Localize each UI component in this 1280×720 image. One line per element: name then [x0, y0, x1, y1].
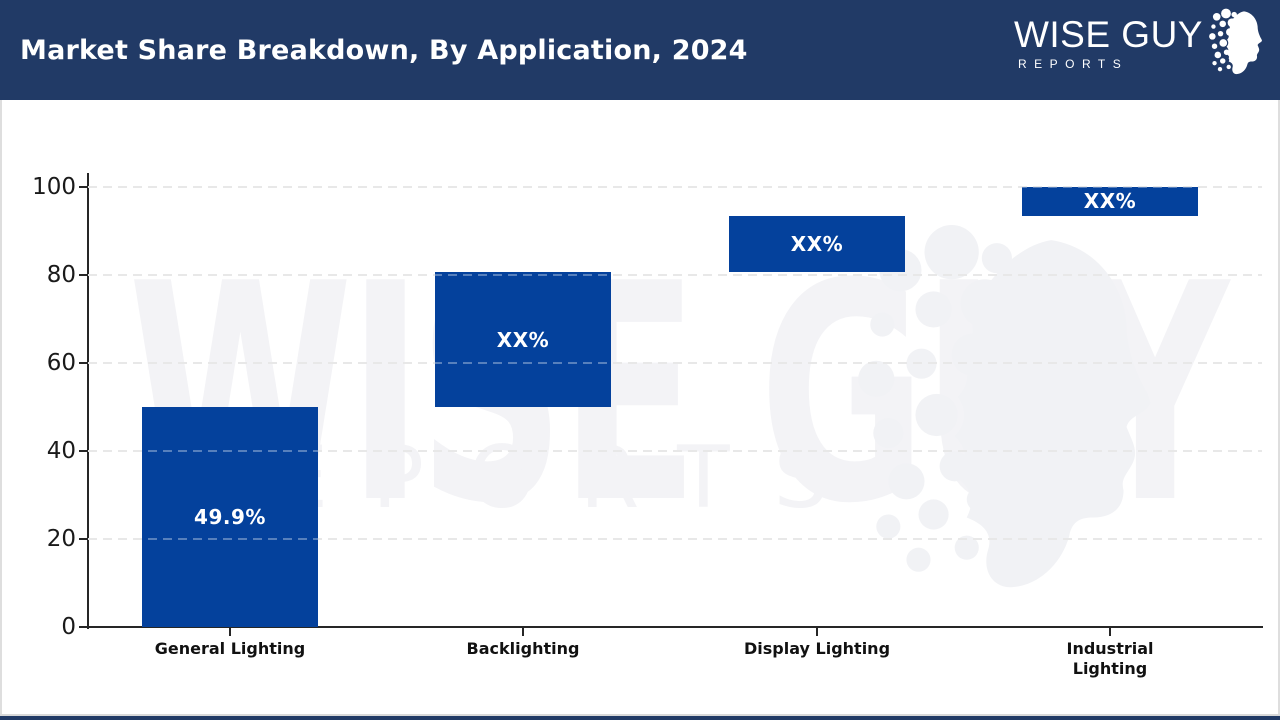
bar-value-label: XX% — [496, 327, 550, 352]
x-axis-line — [87, 626, 1263, 628]
x-axis-category-label: Backlighting — [466, 639, 580, 658]
x-axis-tick — [229, 628, 231, 636]
y-axis-tick — [79, 450, 88, 452]
bottom-navy-strip — [0, 716, 1280, 720]
logo-wordmark: WISE GUY — [1013, 14, 1203, 56]
y-axis-tick-label: 60 — [46, 350, 76, 376]
x-axis-tick — [816, 628, 818, 636]
logo-sub: REPORTS — [1017, 56, 1129, 71]
wiseguy-face-icon — [1208, 8, 1268, 79]
bar-value-label: XX% — [1083, 189, 1137, 214]
y-axis-tick-label: 20 — [46, 526, 76, 552]
waterfall-bar: XX% — [435, 272, 611, 408]
gridline — [88, 362, 1262, 364]
y-axis-tick — [79, 538, 88, 540]
gridline-overlay — [88, 450, 1262, 452]
x-axis-category-label: Display Lighting — [743, 639, 891, 658]
gridline-overlay — [88, 362, 1262, 364]
gridline-overlay — [88, 186, 1262, 188]
gridline — [88, 538, 1262, 540]
chart-panel-frame — [0, 100, 1280, 714]
waterfall-bar: XX% — [1022, 187, 1198, 216]
bar-value-label: XX% — [790, 231, 844, 256]
gridline-overlay — [88, 538, 1262, 540]
y-axis-tick-label: 0 — [61, 614, 76, 640]
waterfall-bar: 49.9% — [142, 407, 318, 627]
wiseguy-logo: WISE GUY REPORTS — [1014, 8, 1268, 79]
x-axis-tick — [522, 628, 524, 636]
wiseguy-logo-text: WISE GUY REPORTS — [1013, 14, 1203, 71]
y-axis-tick — [79, 626, 88, 628]
x-axis-tick — [1109, 628, 1111, 636]
y-axis-tick — [79, 274, 88, 276]
bar-value-label: 49.9% — [194, 505, 266, 530]
y-axis-tick-label: 40 — [46, 438, 76, 464]
header: Market Share Breakdown, By Application, … — [0, 0, 1280, 100]
gridline — [88, 274, 1262, 276]
x-axis-category-label: General Lighting — [154, 639, 306, 658]
gridline-overlay — [88, 274, 1262, 276]
x-axis-category-label: Industrial Lighting — [1066, 639, 1154, 678]
gridline — [88, 450, 1262, 452]
y-axis-tick-label: 80 — [46, 262, 76, 288]
gridline — [88, 186, 1262, 188]
waterfall-bar: XX% — [729, 215, 905, 273]
page-title: Market Share Breakdown, By Application, … — [20, 34, 748, 66]
y-axis-tick-label: 100 — [32, 174, 76, 200]
y-axis-tick — [79, 186, 88, 188]
bottom-divider — [0, 714, 1280, 716]
y-axis-tick — [79, 362, 88, 364]
y-axis-line — [87, 173, 89, 629]
